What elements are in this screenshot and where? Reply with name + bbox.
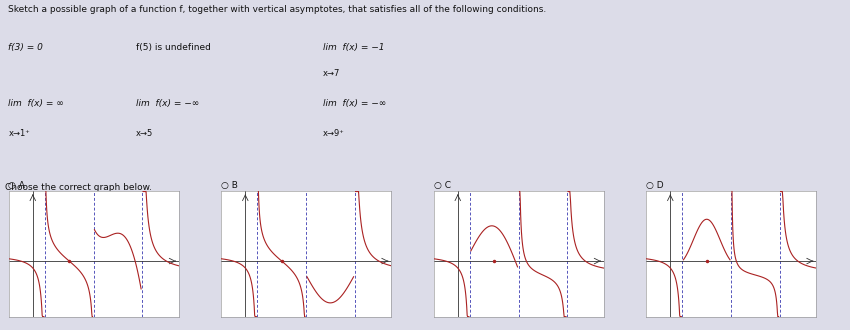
Text: f(5) is undefined: f(5) is undefined xyxy=(136,43,211,52)
Text: x→1⁺: x→1⁺ xyxy=(8,129,31,138)
Text: f(3) = 0: f(3) = 0 xyxy=(8,43,43,52)
Text: lim  f(x) = −1: lim f(x) = −1 xyxy=(323,43,384,52)
Text: lim  f(x) = ∞: lim f(x) = ∞ xyxy=(8,99,65,108)
Text: Choose the correct graph below.: Choose the correct graph below. xyxy=(5,183,151,192)
Text: ○ B: ○ B xyxy=(221,181,238,190)
Text: x→9⁺: x→9⁺ xyxy=(323,129,345,138)
Text: lim  f(x) = −∞: lim f(x) = −∞ xyxy=(323,99,386,108)
Text: lim  f(x) = −∞: lim f(x) = −∞ xyxy=(136,99,199,108)
Text: ○ D: ○ D xyxy=(646,181,664,190)
Text: x→7: x→7 xyxy=(323,69,340,78)
Text: Sketch a possible graph of a function f, together with vertical asymptotes, that: Sketch a possible graph of a function f,… xyxy=(8,5,547,14)
Text: x→5: x→5 xyxy=(136,129,153,138)
Text: ○ C: ○ C xyxy=(434,181,450,190)
Text: ○ A: ○ A xyxy=(8,181,25,190)
